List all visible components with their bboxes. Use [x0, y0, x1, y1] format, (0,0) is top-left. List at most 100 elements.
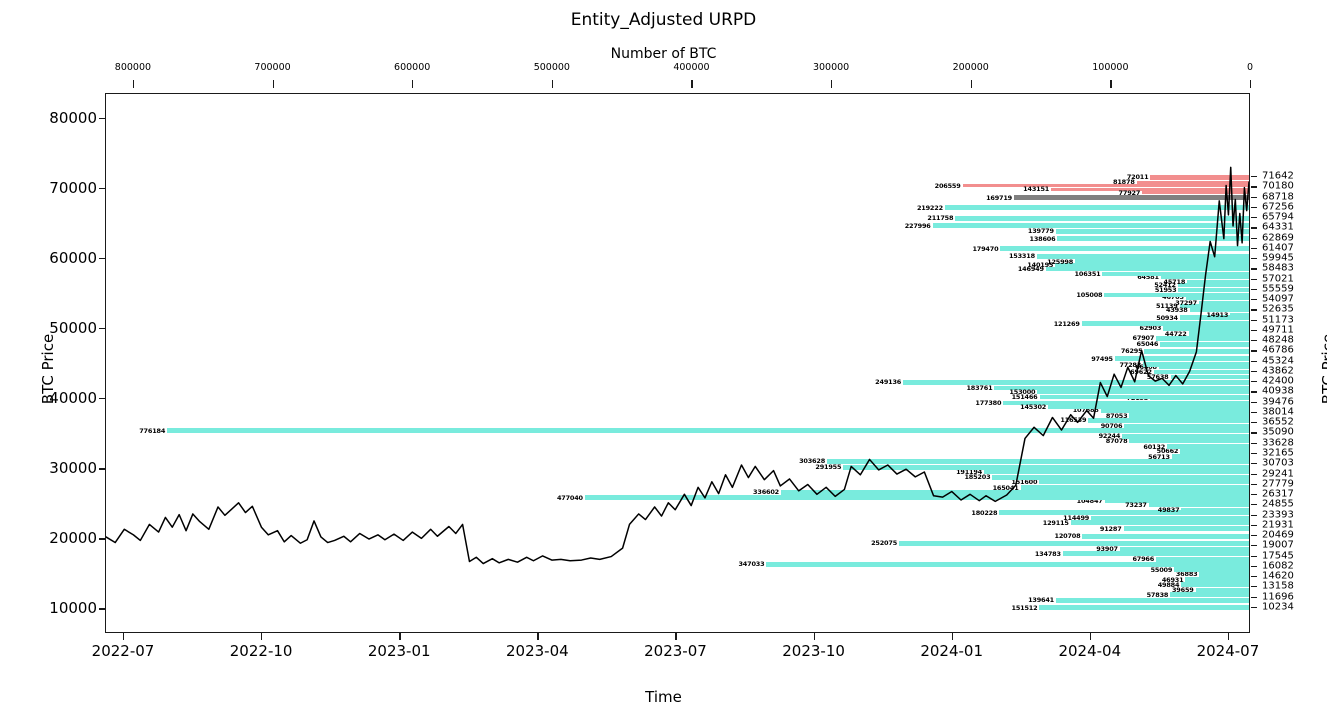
top-axis-tick: 600000 — [394, 62, 431, 73]
urpd-bar-label: 138606 — [1029, 234, 1056, 243]
bottom-axis-tickmark — [1227, 633, 1230, 640]
urpd-bar-label: 153318 — [1008, 252, 1035, 261]
right-axis-tick: 11696 — [1262, 591, 1294, 603]
urpd-bar-label: 252075 — [871, 539, 898, 548]
x-axis-label: Time — [645, 688, 682, 706]
urpd-bar — [1198, 300, 1249, 306]
left-axis-tickmark — [99, 117, 105, 119]
right-axis-tickmark — [1251, 473, 1257, 475]
right-axis-tickmark — [1251, 258, 1257, 260]
right-axis-tick: 17545 — [1262, 550, 1294, 562]
right-axis-tick: 24855 — [1262, 498, 1294, 510]
right-axis-tickmark — [1251, 494, 1257, 496]
bottom-axis-tickmark — [1089, 633, 1092, 640]
right-axis-tickmark — [1251, 227, 1257, 229]
urpd-bar-label: 45718 — [1163, 278, 1186, 287]
urpd-bar-label: 36883 — [1175, 570, 1198, 579]
right-axis-tick: 49711 — [1262, 324, 1294, 336]
right-axis-tick: 30703 — [1262, 457, 1294, 469]
bottom-axis-tickmark — [951, 633, 953, 640]
urpd-bar-label: 91287 — [1099, 524, 1122, 533]
right-axis-tickmark — [1251, 309, 1257, 311]
right-axis-tick: 36552 — [1262, 416, 1294, 428]
right-axis-tick: 33628 — [1262, 437, 1294, 449]
right-axis-tick: 21931 — [1262, 519, 1294, 531]
urpd-bar — [1185, 577, 1249, 583]
urpd-bar-label: 57838 — [1146, 590, 1169, 599]
urpd-bar — [1014, 195, 1249, 201]
right-axis-tickmark — [1251, 319, 1257, 321]
right-axis-tick: 59945 — [1262, 252, 1294, 264]
left-axis-tick: 10000 — [49, 599, 97, 618]
urpd-bars: 151512 57838 139641 49884 39659 36883 46931 347… — [106, 94, 1249, 632]
urpd-bar-label: 51139 — [1155, 301, 1178, 310]
right-axis-tickmark — [1251, 565, 1257, 567]
urpd-bar-label: 114499 — [1063, 514, 1090, 523]
urpd-bar — [1051, 187, 1249, 191]
left-axis-tickmark — [99, 468, 105, 470]
urpd-bar — [1119, 546, 1249, 552]
urpd-bar-label: 43938 — [1166, 306, 1188, 315]
right-axis-tickmark — [1251, 288, 1257, 291]
urpd-bar — [584, 495, 1249, 501]
urpd-bar-label: 76295 — [1120, 347, 1143, 356]
right-axis-tickmark — [1251, 524, 1257, 526]
top-axis-tickmark — [1250, 80, 1252, 88]
right-axis-tick: 43862 — [1262, 365, 1294, 377]
urpd-bar — [1129, 413, 1249, 419]
bottom-axis-tick: 2023-10 — [782, 642, 845, 660]
right-axis-tickmark — [1251, 350, 1257, 352]
urpd-bar-label: 116539 — [1060, 416, 1087, 425]
right-axis-tickmark — [1251, 535, 1257, 537]
left-axis-tickmark — [99, 327, 105, 330]
urpd-bar — [962, 184, 1249, 188]
right-axis-tickmark — [1251, 504, 1257, 506]
right-axis-tick: 57021 — [1262, 273, 1294, 285]
right-axis-tickmark — [1251, 340, 1257, 342]
urpd-bar-label: 129115 — [1042, 518, 1069, 527]
urpd-bar — [1158, 365, 1249, 370]
top-axis-tick: 300000 — [812, 62, 850, 73]
urpd-bar — [1153, 369, 1249, 374]
left-axis-tickmark — [99, 398, 105, 400]
right-axis-tick: 35090 — [1262, 426, 1294, 438]
top-axis-tickmark — [132, 80, 135, 88]
right-axis-tickmark — [1251, 483, 1257, 485]
urpd-bar-label: 69622 — [1130, 367, 1152, 376]
urpd-bar — [1055, 262, 1249, 267]
urpd-bar — [992, 474, 1249, 480]
top-axis-tick: 200000 — [952, 62, 989, 73]
right-axis-tickmark — [1251, 206, 1257, 209]
top-axis-tick: 700000 — [254, 62, 291, 73]
urpd-bar-label: 249136 — [875, 378, 902, 387]
urpd-bar-label: 303628 — [799, 457, 826, 466]
top-axis-tickmark — [412, 80, 414, 88]
urpd-bar — [1088, 417, 1249, 423]
urpd-bar — [1156, 556, 1249, 562]
urpd-bar-label: 291955 — [815, 463, 842, 472]
urpd-bar-label: 139641 — [1028, 596, 1054, 605]
urpd-bar-label: 56713 — [1148, 452, 1170, 461]
urpd-bar-label: 153000 — [1009, 388, 1036, 397]
left-axis-tick: 30000 — [49, 459, 97, 478]
urpd-bar-label: 177380 — [975, 398, 1002, 407]
urpd-bar-label: 107688 — [1072, 406, 1099, 415]
urpd-bar-label: 49884 — [1157, 580, 1180, 589]
right-axis-tickmark — [1251, 278, 1257, 280]
urpd-bar-label: 185203 — [964, 473, 991, 482]
urpd-bar — [1122, 433, 1249, 439]
urpd-bar — [1114, 356, 1249, 362]
right-axis-tick: 65794 — [1262, 211, 1294, 223]
right-axis-tickmark — [1251, 411, 1257, 414]
urpd-bar-label: 57638 — [1146, 372, 1169, 381]
right-axis-tick: 40938 — [1262, 385, 1294, 397]
right-axis-tickmark — [1251, 237, 1257, 239]
urpd-bar — [167, 428, 1249, 434]
left-axis-tick: 20000 — [49, 529, 97, 548]
right-axis-tick: 16082 — [1262, 560, 1294, 572]
bottom-axis-tick: 2023-01 — [367, 642, 431, 660]
urpd-bar — [1039, 605, 1249, 611]
chart-title: Entity_Adjusted URPD — [570, 10, 757, 30]
left-axis-tickmark — [99, 187, 105, 190]
